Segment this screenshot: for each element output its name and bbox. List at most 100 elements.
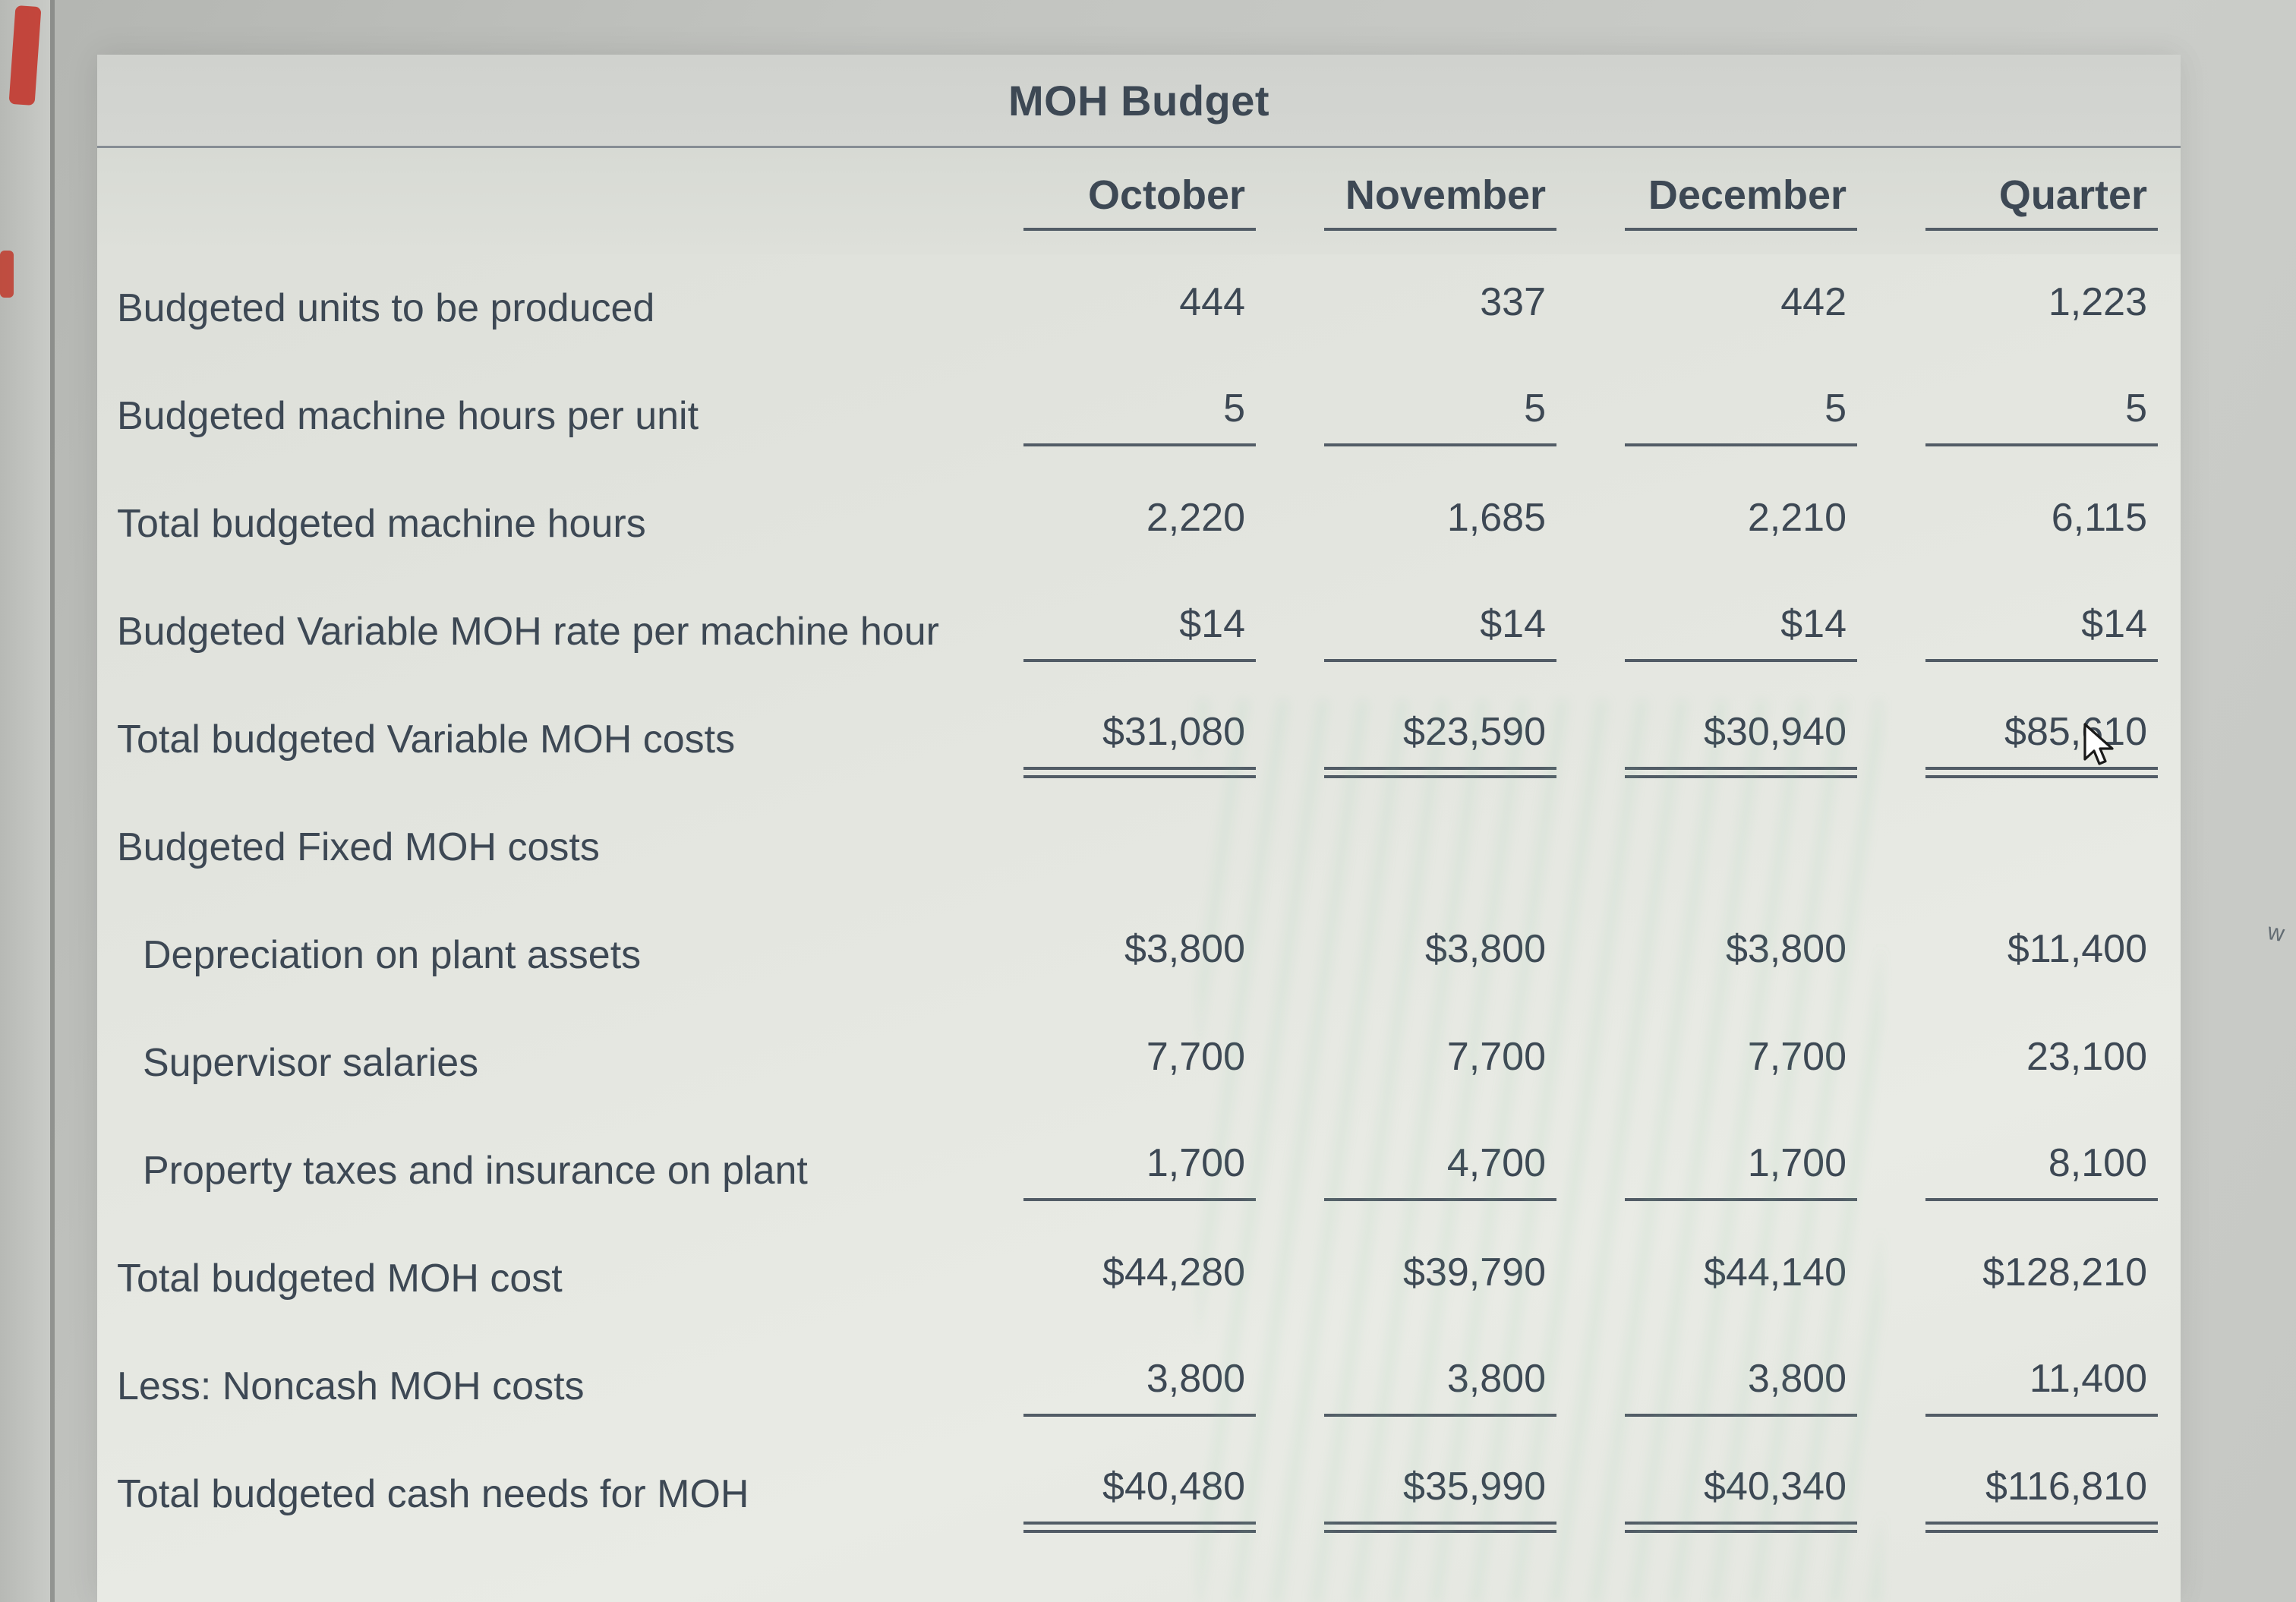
row-label: Budgeted units to be produced (117, 286, 655, 330)
cell-december: $40,340 (1556, 1440, 1857, 1548)
cell-quarter: $14 (1857, 578, 2158, 686)
cell-october: $40,480 (955, 1440, 1256, 1548)
cell-november: 5 (1256, 362, 1556, 470)
cell-october: $14 (955, 578, 1256, 686)
cell-october: $31,080 (955, 686, 1256, 793)
cell-quarter: 5 (1857, 362, 2158, 470)
cell-value: 1,223 (2048, 280, 2147, 324)
cell-october: 3,800 (955, 1332, 1256, 1440)
cell-october: $3,800 (955, 901, 1256, 1009)
stray-pen-mark: ʷ (2263, 917, 2287, 957)
cell-november: $39,790 (1256, 1225, 1556, 1332)
cell-quarter: 11,400 (1857, 1332, 2158, 1440)
cell-value (1324, 841, 1556, 853)
cell-value: 2,220 (1146, 496, 1245, 540)
row-label: Depreciation on plant assets (143, 933, 642, 977)
row-label: Total budgeted machine hours (117, 502, 646, 546)
table-row: Total budgeted Variable MOH costs $31,08… (97, 686, 2181, 793)
cell-value: 5 (1625, 386, 1857, 446)
table-row: Less: Noncash MOH costs 3,800 3,800 3,80… (97, 1332, 2181, 1440)
cell-value: $30,940 (1625, 709, 1857, 778)
cell-value (1023, 841, 1256, 853)
cell-november: 3,800 (1256, 1332, 1556, 1440)
moh-budget-table: MOH Budget October November December Qua… (97, 55, 2286, 1602)
cell-value: 1,700 (1023, 1140, 1256, 1201)
cell-value: $31,080 (1023, 709, 1256, 778)
cell-value: 4,700 (1324, 1140, 1556, 1201)
table-body: Budgeted units to be produced 444 337 44… (97, 254, 2181, 1548)
cell-december: 442 (1556, 254, 1857, 362)
table-row: Total budgeted cash needs for MOH $40,48… (97, 1440, 2181, 1548)
cell-value: 1,700 (1625, 1140, 1857, 1201)
cell-value: 7,700 (1146, 1035, 1245, 1079)
row-label: Property taxes and insurance on plant (143, 1149, 808, 1193)
row-label: Budgeted Fixed MOH costs (117, 825, 600, 869)
cell-october: 5 (955, 362, 1256, 470)
cell-quarter: 1,223 (1857, 254, 2158, 362)
cell-value: 3,800 (1324, 1356, 1556, 1417)
column-header-label: Quarter (1925, 172, 2158, 231)
cell-value: 11,400 (1925, 1356, 2158, 1417)
row-label: Total budgeted Variable MOH costs (117, 717, 736, 762)
cell-value: 444 (1179, 280, 1245, 324)
cell-quarter (1857, 793, 2158, 901)
table-row: Total budgeted machine hours 2,220 1,685… (97, 470, 2181, 578)
cell-october: 2,220 (955, 470, 1256, 578)
cell-value: 5 (1925, 386, 2158, 446)
cell-value: $3,800 (1725, 927, 1847, 971)
column-header-label: October (1023, 172, 1256, 231)
cell-quarter: 8,100 (1857, 1117, 2158, 1225)
column-header-label: November (1324, 172, 1556, 231)
table-row: Property taxes and insurance on plant 1,… (97, 1117, 2181, 1225)
table-row: Supervisor salaries 7,700 7,700 7,700 23… (97, 1009, 2181, 1117)
red-edge-mark-small (0, 251, 14, 298)
column-header-december: December (1556, 148, 1857, 254)
cell-december (1556, 793, 1857, 901)
cell-value: 3,800 (1023, 1356, 1256, 1417)
row-label: Budgeted Variable MOH rate per machine h… (117, 610, 939, 654)
cell-december: $14 (1556, 578, 1857, 686)
cell-quarter: $85,610 (1857, 686, 2158, 793)
cell-value: 6,115 (2051, 496, 2147, 540)
cell-november: 4,700 (1256, 1117, 1556, 1225)
cell-december: 1,700 (1556, 1117, 1857, 1225)
cell-value: 23,100 (2026, 1035, 2147, 1079)
cell-value: $23,590 (1324, 709, 1556, 778)
table-title-band: MOH Budget (97, 55, 2181, 148)
table-row: Total budgeted MOH cost $44,280 $39,790 … (97, 1225, 2181, 1332)
column-header-quarter: Quarter (1857, 148, 2158, 254)
cell-december: 2,210 (1556, 470, 1857, 578)
cell-november: 337 (1256, 254, 1556, 362)
cell-value: 5 (1023, 386, 1256, 446)
cell-value: $11,400 (2007, 927, 2147, 971)
cell-october: 444 (955, 254, 1256, 362)
table-row: Depreciation on plant assets $3,800 $3,8… (97, 901, 2181, 1009)
cell-value: $128,210 (1982, 1250, 2147, 1295)
cell-quarter: $116,810 (1857, 1440, 2158, 1548)
cell-december: 5 (1556, 362, 1857, 470)
cell-value: $3,800 (1124, 927, 1245, 971)
row-label: Total budgeted cash needs for MOH (117, 1472, 749, 1516)
table-row: Budgeted machine hours per unit 5 5 5 5 (97, 362, 2181, 470)
cell-value: $85,610 (1925, 709, 2158, 778)
cell-quarter: 6,115 (1857, 470, 2158, 578)
cell-november: $35,990 (1256, 1440, 1556, 1548)
cell-value: $14 (1925, 601, 2158, 662)
cell-october: 7,700 (955, 1009, 1256, 1117)
row-label: Budgeted machine hours per unit (117, 394, 699, 438)
cell-value: $40,480 (1023, 1464, 1256, 1533)
cell-october: 1,700 (955, 1117, 1256, 1225)
table-row: Budgeted units to be produced 444 337 44… (97, 254, 2181, 362)
cell-value: 5 (1324, 386, 1556, 446)
cell-value (1625, 841, 1857, 853)
page-title: MOH Budget (1008, 76, 1270, 125)
bezel-line (50, 0, 55, 1602)
table-header-row: October November December Quarter (97, 148, 2181, 254)
table-row: Budgeted Variable MOH rate per machine h… (97, 578, 2181, 686)
cell-november: 1,685 (1256, 470, 1556, 578)
cell-value: $40,340 (1625, 1464, 1857, 1533)
cell-december: 7,700 (1556, 1009, 1857, 1117)
cell-november: $3,800 (1256, 901, 1556, 1009)
cell-value: $44,140 (1704, 1250, 1847, 1295)
